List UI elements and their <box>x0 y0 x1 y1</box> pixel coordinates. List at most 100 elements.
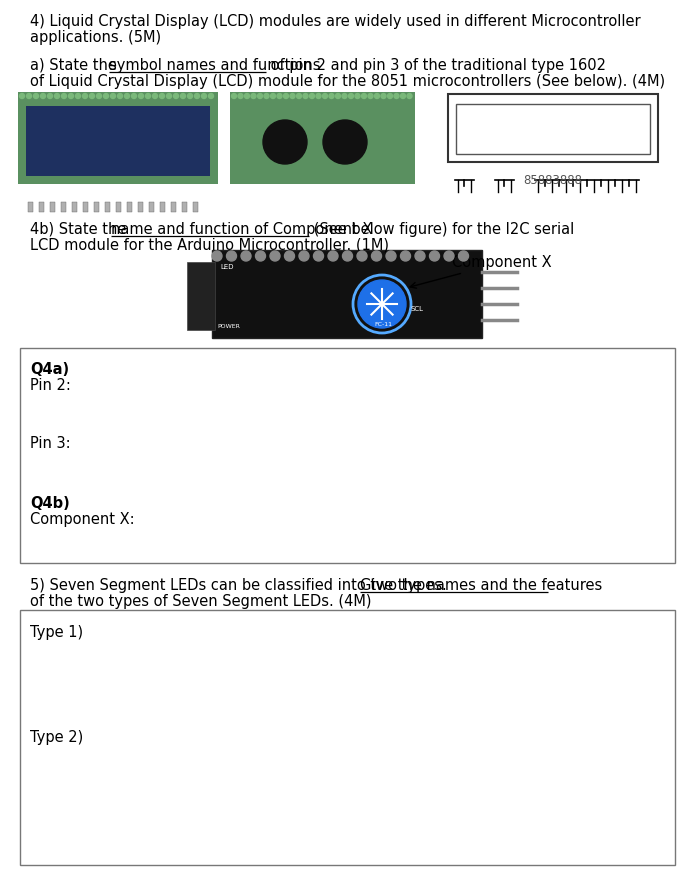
Circle shape <box>251 94 256 99</box>
Circle shape <box>153 94 158 99</box>
Circle shape <box>19 94 24 99</box>
Bar <box>105 202 110 212</box>
Text: LED: LED <box>220 264 233 270</box>
Circle shape <box>444 251 454 261</box>
Circle shape <box>430 251 439 261</box>
Circle shape <box>277 94 282 99</box>
Bar <box>72 202 77 212</box>
Bar <box>50 202 55 212</box>
Circle shape <box>303 94 308 99</box>
Text: of pin 2 and pin 3 of the traditional type 1602: of pin 2 and pin 3 of the traditional ty… <box>266 58 606 73</box>
Circle shape <box>160 94 164 99</box>
Bar <box>20 610 675 865</box>
Bar <box>39 202 44 212</box>
Bar <box>127 202 132 212</box>
Circle shape <box>358 280 406 328</box>
Text: 5) Seven Segment LEDs can be classified into two types.: 5) Seven Segment LEDs can be classified … <box>30 578 451 593</box>
Circle shape <box>271 94 276 99</box>
Bar <box>171 202 176 212</box>
Circle shape <box>371 251 382 261</box>
Circle shape <box>310 94 314 99</box>
Bar <box>138 202 143 212</box>
Circle shape <box>131 94 137 99</box>
Text: Give the names and the features: Give the names and the features <box>360 578 602 593</box>
Circle shape <box>400 94 405 99</box>
Circle shape <box>328 251 338 261</box>
Text: 85883888: 85883888 <box>523 174 582 187</box>
Circle shape <box>362 94 366 99</box>
Bar <box>456 104 650 154</box>
Circle shape <box>201 94 207 99</box>
Text: SCL: SCL <box>411 306 424 312</box>
Circle shape <box>124 94 130 99</box>
Circle shape <box>284 94 289 99</box>
Bar <box>61 202 66 212</box>
Bar <box>116 202 121 212</box>
Circle shape <box>232 94 237 99</box>
Text: symbol names and functions: symbol names and functions <box>109 58 321 73</box>
Circle shape <box>296 94 301 99</box>
Circle shape <box>375 94 380 99</box>
Text: of the two types of Seven Segment LEDs. (4M): of the two types of Seven Segment LEDs. … <box>30 594 371 609</box>
Text: Q4a): Q4a) <box>30 362 69 377</box>
Circle shape <box>387 94 393 99</box>
Text: a) State the: a) State the <box>30 58 121 73</box>
Circle shape <box>62 94 67 99</box>
Circle shape <box>381 94 386 99</box>
Circle shape <box>33 94 38 99</box>
Circle shape <box>407 94 412 99</box>
Circle shape <box>180 94 185 99</box>
Text: LCD module for the Arduino Microcontroller. (1M): LCD module for the Arduino Microcontroll… <box>30 238 389 253</box>
Text: Component X:: Component X: <box>30 512 135 527</box>
Bar <box>212 250 482 338</box>
Text: (See below figure) for the I2C serial: (See below figure) for the I2C serial <box>309 222 574 237</box>
Circle shape <box>241 251 251 261</box>
Circle shape <box>290 94 295 99</box>
Circle shape <box>167 94 171 99</box>
Circle shape <box>110 94 115 99</box>
Bar <box>182 202 187 212</box>
Circle shape <box>208 94 214 99</box>
Circle shape <box>255 251 266 261</box>
Bar <box>18 92 218 184</box>
Circle shape <box>459 251 468 261</box>
Circle shape <box>335 94 341 99</box>
Circle shape <box>90 94 94 99</box>
Circle shape <box>117 94 123 99</box>
Text: Type 2): Type 2) <box>30 730 83 745</box>
Circle shape <box>76 94 81 99</box>
Circle shape <box>285 251 294 261</box>
Circle shape <box>257 94 262 99</box>
Bar <box>83 202 88 212</box>
Circle shape <box>103 94 108 99</box>
Circle shape <box>323 94 328 99</box>
Circle shape <box>299 251 309 261</box>
Text: name and function of Component X: name and function of Component X <box>111 222 373 237</box>
Bar <box>26 106 210 176</box>
Circle shape <box>368 94 373 99</box>
Circle shape <box>355 94 360 99</box>
Text: 4b) State the: 4b) State the <box>30 222 131 237</box>
Bar <box>20 348 675 563</box>
Circle shape <box>263 120 307 164</box>
Circle shape <box>55 94 60 99</box>
Circle shape <box>212 251 222 261</box>
Circle shape <box>187 94 192 99</box>
Circle shape <box>343 251 353 261</box>
Text: 4) Liquid Crystal Display (LCD) modules are widely used in different Microcontro: 4) Liquid Crystal Display (LCD) modules … <box>30 14 641 29</box>
Circle shape <box>226 251 237 261</box>
Circle shape <box>238 94 243 99</box>
Circle shape <box>270 251 280 261</box>
Bar <box>149 202 154 212</box>
Circle shape <box>26 94 31 99</box>
Text: Component X: Component X <box>410 255 552 288</box>
Circle shape <box>400 251 410 261</box>
Circle shape <box>47 94 53 99</box>
Circle shape <box>146 94 151 99</box>
Text: Pin 3:: Pin 3: <box>30 436 71 451</box>
Circle shape <box>348 94 353 99</box>
Text: Pin 2:: Pin 2: <box>30 378 71 393</box>
Bar <box>187 262 215 330</box>
Bar <box>160 202 165 212</box>
Bar <box>230 92 415 184</box>
